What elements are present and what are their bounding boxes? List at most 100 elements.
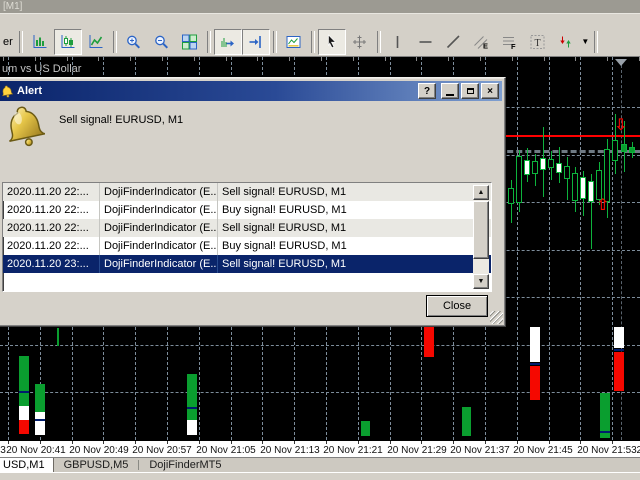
time-axis-label: 20 Nov 21:29 bbox=[387, 445, 447, 456]
candle-segment bbox=[19, 420, 29, 434]
alert-row[interactable]: 2020.11.20 22:... DojiFinderIndicator (E.… bbox=[3, 219, 491, 237]
resize-grip[interactable] bbox=[490, 311, 503, 324]
scroll-thumb[interactable] bbox=[473, 201, 489, 259]
candle-segment bbox=[35, 384, 45, 412]
alert-cell: DojiFinderIndicator (E... bbox=[100, 183, 218, 201]
candlesticks-button[interactable] bbox=[53, 28, 82, 55]
arrows-tool-button[interactable] bbox=[552, 29, 580, 55]
alert-dialog-title: Alert bbox=[17, 85, 43, 97]
axis-tick bbox=[262, 441, 264, 444]
chart-tab-bar: USD,M1 GBPUSD,M5 DojiFinderMT5 bbox=[0, 457, 640, 472]
candle-navy-line bbox=[187, 407, 197, 409]
axis-tick bbox=[485, 441, 486, 444]
alert-row[interactable]: 2020.11.20 22:... DojiFinderIndicator (E.… bbox=[3, 183, 491, 201]
candle-segment bbox=[462, 407, 471, 436]
equidistant-channel-button[interactable]: E bbox=[468, 29, 496, 55]
crosshair-button[interactable] bbox=[346, 29, 374, 55]
grid-top-tick bbox=[352, 57, 354, 61]
scroll-up-arrow[interactable]: ▲ bbox=[473, 185, 489, 200]
help-button[interactable]: ? bbox=[418, 83, 436, 99]
scrollbar[interactable]: ▲ ▼ bbox=[473, 185, 489, 289]
scroll-down-arrow[interactable]: ▼ bbox=[473, 274, 489, 289]
time-axis-label: 20 Nov 20:57 bbox=[132, 445, 192, 456]
restore-button[interactable] bbox=[461, 83, 479, 99]
grid-top-tick bbox=[480, 57, 481, 61]
candle-segment bbox=[600, 393, 610, 438]
alert-row[interactable]: 2020.11.20 22:... DojiFinderIndicator (E.… bbox=[3, 237, 491, 255]
arrows-tool-dropdown[interactable]: ▼ bbox=[581, 37, 590, 46]
axis-tick bbox=[453, 441, 455, 444]
zoom-out-button[interactable] bbox=[148, 29, 176, 55]
vertical-line-icon bbox=[389, 34, 406, 50]
axis-tick bbox=[421, 441, 423, 444]
candle-navy-line bbox=[600, 431, 610, 433]
tab-gbpusd-m5[interactable]: GBPUSD,M5 bbox=[63, 459, 129, 471]
axis-tick bbox=[612, 441, 614, 444]
alert-list: 2020.11.20 22:... DojiFinderIndicator (E.… bbox=[2, 182, 492, 292]
shift-boundary-line bbox=[621, 65, 622, 440]
zoom-in-button[interactable] bbox=[120, 29, 148, 55]
zoom-in-icon bbox=[125, 34, 142, 50]
text-tool-button[interactable]: T bbox=[524, 29, 552, 55]
horizontal-line-button[interactable] bbox=[412, 29, 440, 55]
grid-top-tick bbox=[3, 57, 4, 61]
candle bbox=[604, 149, 610, 202]
candle bbox=[580, 177, 586, 199]
trend-line-icon bbox=[445, 34, 462, 50]
alert-cell: 2020.11.20 22:... bbox=[3, 201, 100, 219]
tile-windows-button[interactable] bbox=[176, 29, 204, 55]
toolbar-separator bbox=[18, 30, 23, 53]
time-axis-label: 20 Nov 20:49 bbox=[69, 445, 129, 456]
alert-row[interactable]: 2020.11.20 22:... DojiFinderIndicator (E.… bbox=[3, 201, 491, 219]
chart-shift-icon bbox=[247, 34, 264, 50]
minimize-icon bbox=[446, 94, 454, 96]
chart-shift-button[interactable] bbox=[241, 28, 270, 55]
chart-symbol-title: um vs US Dollar bbox=[2, 63, 82, 75]
alert-dialog-titlebar[interactable]: Alert ? × bbox=[0, 81, 502, 101]
trend-line-button[interactable] bbox=[440, 29, 468, 55]
candle-segment bbox=[424, 327, 434, 357]
tab-dojifindermt5[interactable]: DojiFinderMT5 bbox=[149, 459, 222, 471]
gridline-vertical bbox=[516, 57, 518, 440]
candle-navy-line bbox=[614, 349, 624, 351]
auto-scroll-button[interactable] bbox=[213, 28, 242, 55]
minimize-button[interactable] bbox=[441, 83, 459, 99]
axis-tick bbox=[326, 441, 327, 444]
candle bbox=[596, 170, 602, 200]
tab-eurusd-m1[interactable]: USD,M1 bbox=[0, 458, 54, 472]
alert-cell: 2020.11.20 23:... bbox=[3, 255, 100, 273]
alert-row[interactable]: 2020.11.20 23:... DojiFinderIndicator (E.… bbox=[3, 255, 491, 273]
grid-top-tick bbox=[193, 57, 195, 61]
time-axis-label: 3 bbox=[0, 445, 6, 456]
fibonacci-button[interactable]: F bbox=[496, 29, 524, 55]
gridline-horizontal bbox=[0, 392, 640, 393]
close-button[interactable]: Close bbox=[426, 295, 488, 317]
grid-top-tick bbox=[511, 57, 513, 61]
buy-signal-arrow-icon: ⇧ bbox=[596, 195, 610, 214]
grid-top-tick bbox=[416, 57, 418, 61]
time-axis-label: 20 Nov 20:41 bbox=[6, 445, 66, 456]
alert-cell: Sell signal! EURUSD, M1 bbox=[222, 186, 347, 198]
gridline-vertical bbox=[548, 57, 550, 440]
axis-tick bbox=[230, 441, 232, 444]
grid-top-tick bbox=[575, 57, 577, 61]
candle bbox=[629, 147, 635, 153]
bar-chart-button[interactable] bbox=[26, 29, 54, 55]
grid-top-tick bbox=[543, 57, 545, 61]
grid-top-tick bbox=[321, 57, 322, 61]
templates-button[interactable] bbox=[280, 29, 308, 55]
candle-navy-line bbox=[19, 391, 29, 393]
window-titlebar: [M1] bbox=[0, 0, 640, 13]
tile-windows-icon bbox=[181, 34, 198, 50]
vertical-line-button[interactable] bbox=[384, 29, 412, 55]
cursor-button[interactable] bbox=[317, 28, 346, 55]
close-x-button[interactable]: × bbox=[481, 83, 499, 99]
toolbar-cut-button[interactable]: er bbox=[3, 35, 13, 48]
axis-tick bbox=[389, 441, 391, 444]
alert-bell-icon bbox=[9, 106, 45, 147]
alert-cell: Buy signal! EURUSD, M1 bbox=[222, 240, 347, 252]
line-chart-button[interactable] bbox=[82, 29, 110, 55]
axis-tick bbox=[198, 441, 200, 444]
grid-top-tick bbox=[257, 57, 259, 61]
toolbar: er E F T ▼ bbox=[0, 27, 640, 57]
